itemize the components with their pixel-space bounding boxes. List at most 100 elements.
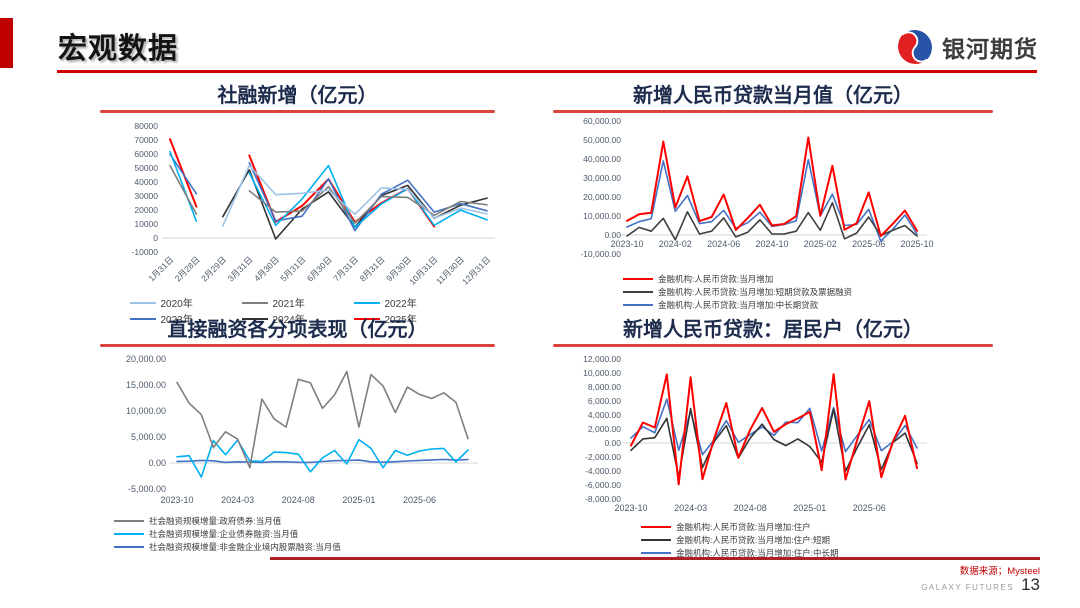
svg-text:2024-02: 2024-02: [659, 239, 692, 249]
svg-text:12,000.00: 12,000.00: [583, 354, 621, 364]
svg-text:40,000.00: 40,000.00: [583, 154, 621, 164]
svg-text:30,000.00: 30,000.00: [583, 173, 621, 183]
legend-label: 2023年: [160, 315, 193, 326]
direct-financing-chart-plot: 20,000.00 15,000.00 10,000.00 5,000.00 0.00 -…: [100, 347, 495, 511]
new-rmb-loans-chart-plot: 60,000.00 50,000.00 40,000.00 30,000.00 20,0…: [553, 113, 993, 265]
svg-text:5,000.00: 5,000.00: [131, 432, 166, 442]
legend-swatch-line: [129, 301, 156, 304]
svg-text:10,000.00: 10,000.00: [583, 211, 621, 221]
svg-text:4月30日: 4月30日: [252, 254, 281, 283]
legend-swatch-line: [114, 533, 144, 535]
legend-swatch-line: [623, 291, 653, 293]
legend-swatch-line: [641, 552, 671, 554]
svg-text:-2,000.00: -2,000.00: [585, 452, 621, 462]
svg-text:20000: 20000: [134, 205, 158, 215]
chart-title-divider: [100, 110, 495, 113]
svg-text:2025-06: 2025-06: [853, 503, 886, 513]
legend-item: 2024年: [241, 311, 354, 326]
svg-text:2024-06: 2024-06: [707, 239, 740, 249]
legend-swatch-line: [641, 539, 671, 541]
chart-title-household-loans: 新增人民币贷款：居民户（亿元）: [623, 319, 923, 341]
legend-label: 金融机构:人民币贷款:当月增加:住户: [676, 522, 811, 532]
legend-item: 2025年: [353, 311, 466, 326]
svg-text:15,000.00: 15,000.00: [126, 380, 166, 390]
legend-label: 2021年: [272, 299, 305, 310]
social-financing-legend: 2020年 2021年 2022年 2023年 2024年 2025年: [100, 295, 495, 326]
chart-panel-direct-financing: 直接融资各分项表现（亿元） 20,000.00 15,000.00 10,000.0…: [100, 318, 495, 553]
svg-text:2024-10: 2024-10: [755, 239, 788, 249]
left-accent-bar: [0, 18, 13, 68]
svg-text:70000: 70000: [134, 135, 158, 145]
legend-label: 2022年: [384, 299, 417, 310]
svg-text:20,000.00: 20,000.00: [126, 354, 166, 364]
legend-item: 2021年: [241, 295, 354, 310]
line-chart-svg: 20,000.00 15,000.00 10,000.00 5,000.00 0.00 -…: [126, 354, 478, 505]
legend-label: 社会融资规模增量:非金融企业境内股票融资:当月值: [149, 542, 341, 552]
svg-text:2024-08: 2024-08: [734, 503, 767, 513]
legend-label: 金融机构:人民币贷款:当月增加:中长期贷款: [658, 300, 819, 310]
svg-text:10,000.00: 10,000.00: [583, 368, 621, 378]
svg-text:2月29日: 2月29日: [199, 254, 228, 283]
svg-text:2023-10: 2023-10: [160, 495, 193, 505]
svg-text:-8,000.00: -8,000.00: [585, 494, 621, 504]
line-chart-svg: 12,000.00 10,000.00 8,000.00 6,000.00 4,000.…: [583, 354, 927, 513]
svg-text:2025-02: 2025-02: [804, 239, 837, 249]
legend-item: 金融机构:人民币贷款:当月增加:住户: [641, 521, 993, 533]
svg-text:2024-03: 2024-03: [674, 503, 707, 513]
legend-swatch-line: [353, 301, 380, 304]
legend-item: 社会融资规模增量:政府债券:当月值: [114, 515, 495, 527]
chart-panel-household-loans: 新增人民币贷款：居民户（亿元） 12,000.00 10,000.00 8,000.…: [553, 318, 993, 559]
legend-label: 2020年: [160, 299, 193, 310]
legend-label: 金融机构:人民币贷款:当月增加: [658, 274, 774, 284]
svg-text:10,000.00: 10,000.00: [126, 406, 166, 416]
chart-title-divider: [553, 110, 993, 113]
legend-label: 2024年: [272, 315, 305, 326]
svg-text:20,000.00: 20,000.00: [583, 192, 621, 202]
svg-text:-4,000.00: -4,000.00: [585, 466, 621, 476]
svg-text:60000: 60000: [134, 149, 158, 159]
galaxy-logo-icon: [898, 30, 932, 64]
svg-text:2024-08: 2024-08: [282, 495, 315, 505]
svg-text:-10000: -10000: [132, 247, 159, 257]
legend-label: 2025年: [384, 315, 417, 326]
svg-text:2025-06: 2025-06: [852, 239, 885, 249]
legend-swatch-line: [241, 301, 268, 304]
legend-item: 社会融资规模增量:非金融企业境内股票融资:当月值: [114, 541, 495, 553]
legend-item: 2020年: [129, 295, 242, 310]
svg-text:3月31日: 3月31日: [226, 254, 255, 283]
page-number: 13: [1021, 575, 1040, 594]
chart-title-divider: [100, 344, 495, 347]
direct-financing-legend: 社会融资规模增量:政府债券:当月值社会融资规模增量:企业债券融资:当月值社会融资…: [100, 515, 495, 553]
new-rmb-loans-legend: 金融机构:人民币贷款:当月增加 金融机构:人民币贷款:当月增加:短期贷款及票据融资…: [553, 273, 993, 311]
svg-text:0.00: 0.00: [604, 230, 621, 240]
logo-text: 银河期货: [942, 36, 1038, 62]
legend-label: 社会融资规模增量:政府债券:当月值: [149, 516, 282, 526]
svg-text:8月31日: 8月31日: [358, 254, 387, 283]
svg-text:2024-03: 2024-03: [221, 495, 254, 505]
svg-text:0: 0: [153, 233, 158, 243]
chart-panel-new-rmb-loans: 新增人民币贷款当月值（亿元） 60,000.00 50,000.00 40,000.…: [553, 84, 993, 311]
svg-text:7月31日: 7月31日: [331, 254, 360, 283]
svg-text:2月28日: 2月28日: [173, 254, 202, 283]
svg-text:8,000.00: 8,000.00: [588, 382, 621, 392]
legend-swatch-line: [241, 317, 268, 320]
svg-text:2023-10: 2023-10: [614, 503, 647, 513]
legend-item: 金融机构:人民币贷款:当月增加:住户:中长期: [641, 547, 993, 559]
line-chart-svg: 60,000.00 50,000.00 40,000.00 30,000.00 20,0…: [580, 116, 933, 259]
legend-swatch-line: [114, 546, 144, 548]
brand-text: GALAXY FUTURES: [921, 583, 1015, 592]
legend-item: 金融机构:人民币贷款:当月增加:中长期贷款: [623, 299, 993, 311]
legend-label: 社会融资规模增量:企业债券融资:当月值: [149, 529, 299, 539]
svg-text:2025-01: 2025-01: [793, 503, 826, 513]
chart-title-direct-financing: 直接融资各分项表现（亿元）: [167, 319, 428, 341]
chart-title-social-financing: 社融新增（亿元）: [217, 85, 378, 107]
svg-text:50,000.00: 50,000.00: [583, 135, 621, 145]
svg-text:0.00: 0.00: [148, 458, 166, 468]
svg-text:30000: 30000: [134, 191, 158, 201]
svg-text:6月30日: 6月30日: [305, 254, 334, 283]
legend-swatch-line: [114, 520, 144, 522]
page-title: 宏观数据: [58, 33, 179, 65]
svg-text:2023-10: 2023-10: [610, 239, 643, 249]
svg-text:50000: 50000: [134, 163, 158, 173]
